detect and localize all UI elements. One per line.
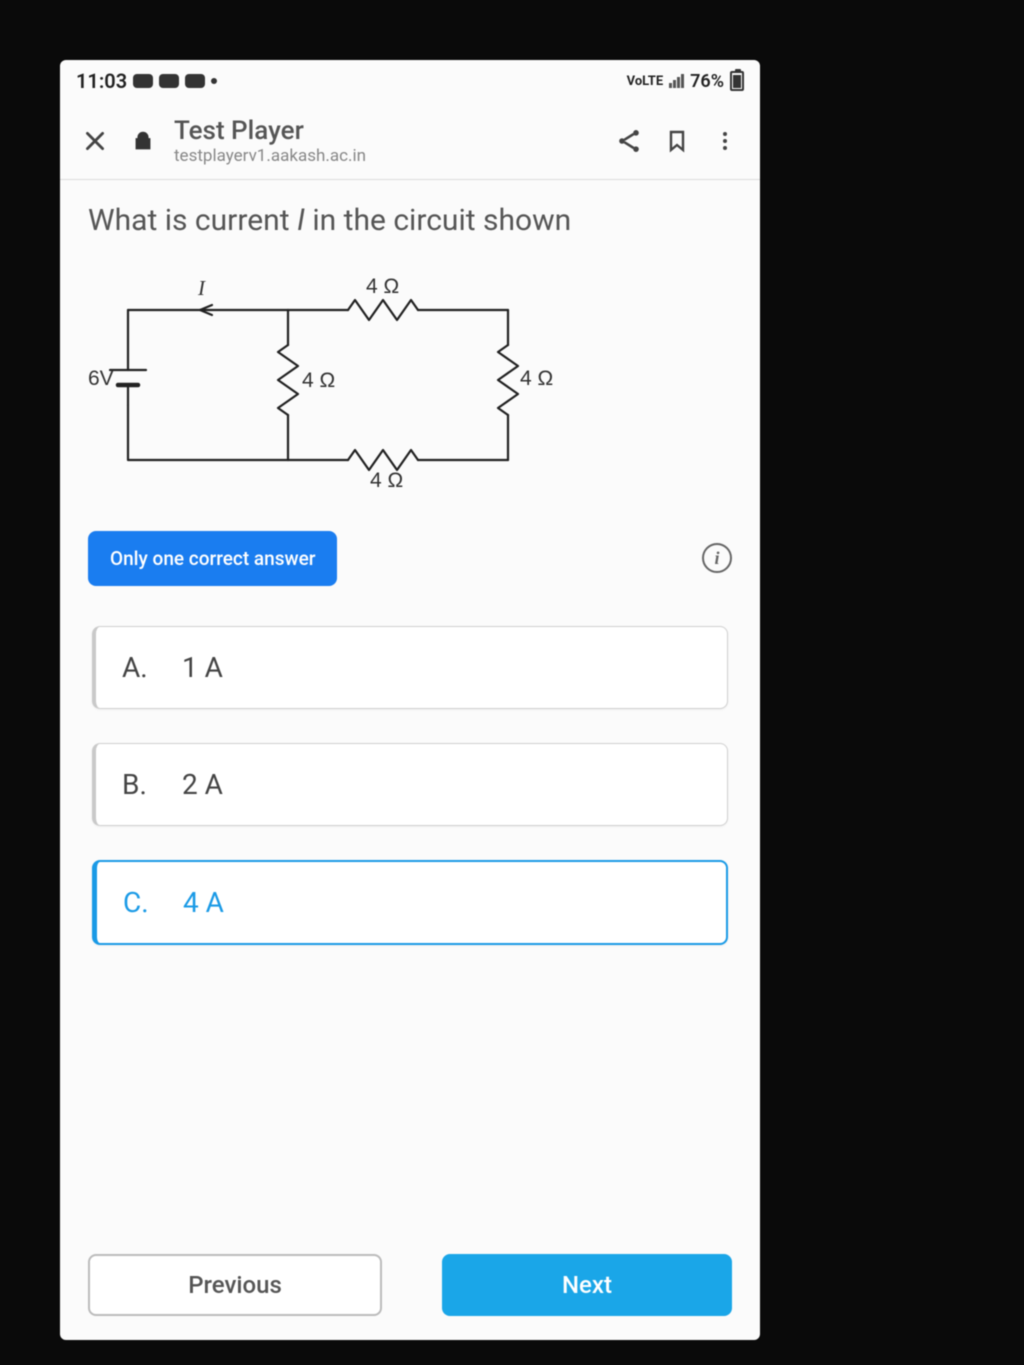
notif-icon (133, 74, 153, 88)
status-right: VoLTE 76% (627, 71, 744, 92)
bookmark-icon[interactable] (660, 124, 694, 158)
browser-header: Test Player testplayerv1.aakash.ac.in (60, 102, 760, 180)
current-label: I (197, 276, 206, 300)
resistor-mid-label: 4 Ω (302, 369, 335, 392)
phone-screen: 11:03 VoLTE 76% Test Player testplayerv1… (60, 60, 760, 1340)
lock-icon (126, 124, 160, 158)
status-left: 11:03 (76, 69, 217, 93)
share-icon[interactable] (612, 124, 646, 158)
page-title-block: Test Player testplayerv1.aakash.ac.in (174, 116, 598, 166)
option-letter: B. (122, 768, 156, 801)
option-text: 2 A (182, 768, 223, 801)
notif-icon (159, 74, 179, 88)
status-bar: 11:03 VoLTE 76% (60, 60, 760, 102)
battery-text: 76% (690, 71, 724, 92)
resistor-top-label: 4 Ω (366, 275, 399, 298)
circuit-diagram: I 4 Ω 4 Ω 4 Ω 4 Ω (88, 255, 732, 505)
option-text: 4 A (183, 886, 224, 919)
next-button[interactable]: Next (442, 1254, 732, 1316)
footer-nav: Previous Next (60, 1236, 760, 1340)
option-c[interactable]: C. 4 A (92, 860, 728, 945)
previous-button[interactable]: Previous (88, 1254, 382, 1316)
close-icon[interactable] (78, 124, 112, 158)
options-list: A. 1 A B. 2 A C. 4 A (88, 626, 732, 945)
page-title: Test Player (174, 116, 598, 146)
emf-label: 6V (88, 367, 114, 390)
answer-type-badge: Only one correct answer (88, 531, 337, 586)
question-text: What is current I in the circuit shown (88, 198, 732, 245)
more-icon[interactable] (708, 124, 742, 158)
resistor-bottom-label: 4 Ω (370, 469, 403, 492)
badge-row: Only one correct answer i (88, 531, 732, 586)
status-time: 11:03 (76, 69, 127, 93)
resistor-right-label: 4 Ω (520, 367, 553, 390)
notif-dot-icon (211, 78, 217, 84)
notif-icon (185, 74, 205, 88)
option-letter: A. (122, 651, 156, 684)
option-text: 1 A (182, 651, 223, 684)
volte-icon: VoLTE (627, 74, 664, 89)
option-letter: C. (123, 886, 157, 919)
question-content: What is current I in the circuit shown I… (60, 180, 760, 1236)
info-icon[interactable]: i (702, 543, 732, 573)
page-url: testplayerv1.aakash.ac.in (174, 146, 598, 166)
option-b[interactable]: B. 2 A (92, 743, 728, 826)
signal-icon (669, 74, 684, 88)
option-a[interactable]: A. 1 A (92, 626, 728, 709)
battery-icon (730, 71, 744, 91)
